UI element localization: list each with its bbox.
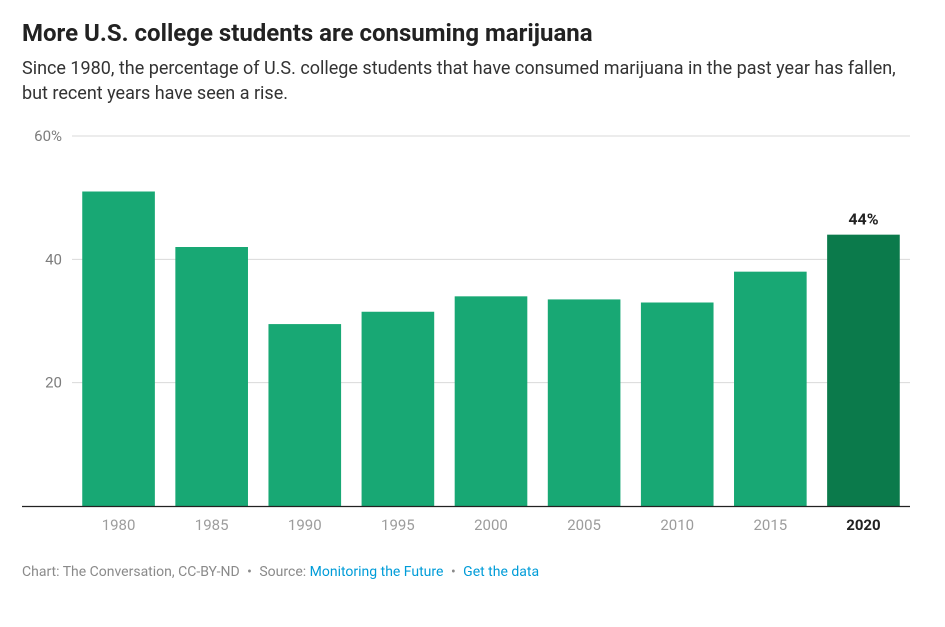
- chart-footer: Chart: The Conversation, CC-BY-ND • Sour…: [22, 564, 923, 580]
- x-tick-label: 1980: [102, 516, 136, 534]
- x-tick-label: 2000: [474, 516, 508, 534]
- y-tick-label: 20: [45, 374, 62, 392]
- footer-source-label: Source:: [259, 564, 306, 580]
- chart-title: More U.S. college students are consuming…: [22, 18, 923, 48]
- bar: [362, 312, 435, 506]
- x-tick-label: 2005: [567, 516, 601, 534]
- get-data-link[interactable]: Get the data: [463, 564, 539, 580]
- x-tick-label: 2015: [753, 516, 787, 534]
- bar-chart: 20 40 60% 1980 1985 1990 1995 2000 2005 2010 2015 2…: [22, 126, 922, 546]
- chart-subtitle: Since 1980, the percentage of U.S. colle…: [22, 56, 902, 106]
- chart-container: 20 40 60% 1980 1985 1990 1995 2000 2005 2010 2015 2…: [22, 126, 922, 546]
- separator-dot: •: [451, 564, 456, 580]
- bar: [548, 300, 621, 507]
- bar: [827, 235, 900, 506]
- x-tick-label: 2010: [660, 516, 694, 534]
- y-tick-label: 60%: [34, 127, 62, 145]
- bar-value-label: 44%: [848, 210, 878, 229]
- source-link[interactable]: Monitoring the Future: [310, 564, 444, 580]
- x-tick-label: 1995: [381, 516, 415, 534]
- bar: [455, 297, 528, 507]
- bar: [175, 247, 248, 506]
- separator-dot: •: [247, 564, 252, 580]
- x-tick-label: 2020: [846, 516, 880, 534]
- bar: [268, 324, 341, 506]
- y-tick-label: 40: [45, 251, 62, 269]
- x-tick-label: 1990: [288, 516, 322, 534]
- bar: [641, 303, 714, 507]
- x-tick-label: 1985: [195, 516, 229, 534]
- bar: [82, 192, 155, 507]
- footer-attribution: Chart: The Conversation, CC-BY-ND: [22, 564, 240, 580]
- bar: [734, 272, 807, 506]
